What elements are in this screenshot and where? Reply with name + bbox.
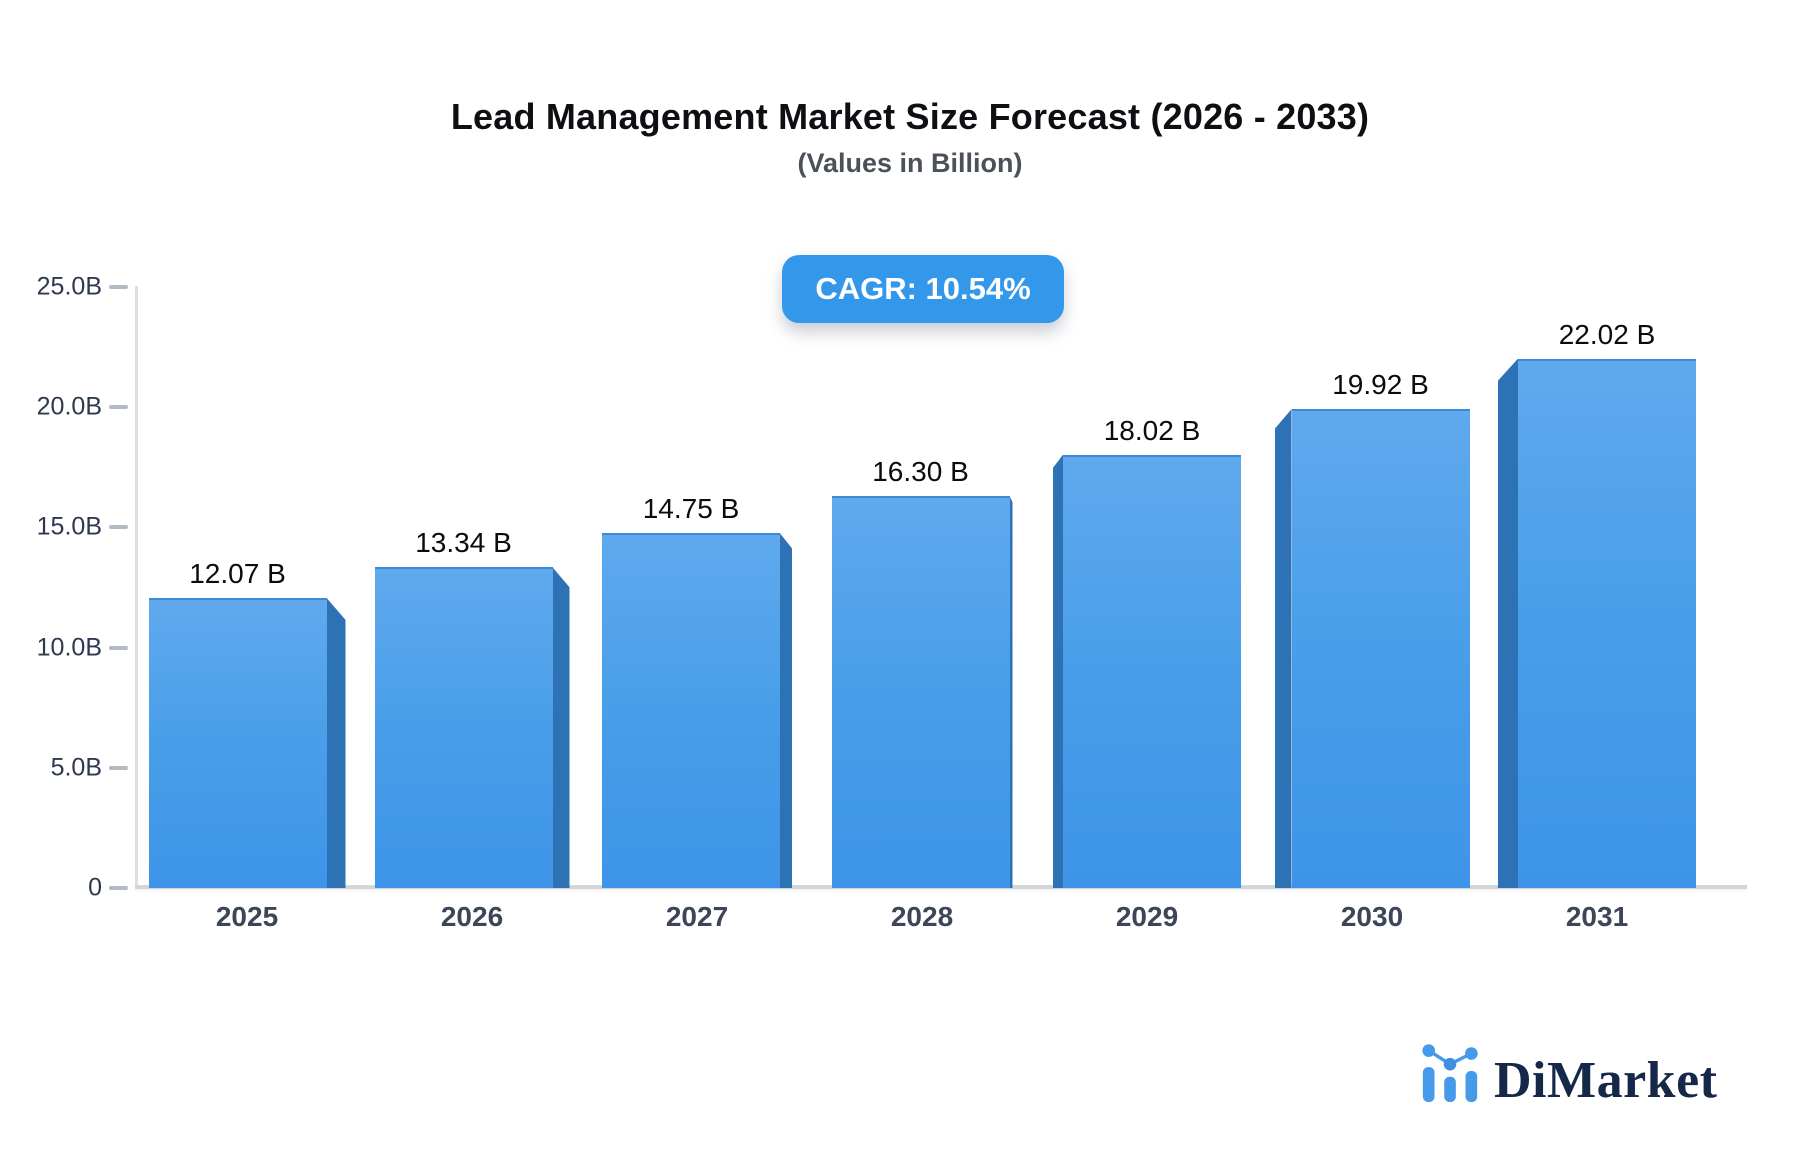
bar-value-label-2029: 18.02 B bbox=[1103, 414, 1201, 446]
bar-value-label-2031: 22.02 B bbox=[1558, 318, 1656, 350]
bar-2029 bbox=[1063, 454, 1241, 888]
y-axis-line bbox=[135, 286, 138, 888]
y-tick-label-5.0B: 5.0B bbox=[50, 753, 102, 782]
y-tick-mark bbox=[109, 525, 128, 530]
bar-side-2029 bbox=[1053, 454, 1063, 888]
bar-value-label-2028: 16.30 B bbox=[872, 456, 969, 488]
bar-2027 bbox=[602, 533, 780, 888]
y-tick-label-20.0B: 20.0B bbox=[36, 392, 102, 421]
y-tick-mark bbox=[109, 886, 128, 890]
bar-side-2028 bbox=[1009, 496, 1013, 888]
brand-logo: DiMarket bbox=[1420, 1038, 1717, 1107]
y-tick-mark bbox=[109, 285, 128, 289]
x-tick-label-2029: 2029 bbox=[1115, 901, 1179, 932]
x-tick-label-2027: 2027 bbox=[665, 901, 729, 932]
bar-2026 bbox=[374, 567, 553, 888]
bar-2030 bbox=[1291, 409, 1470, 888]
bar-chart-logo-icon bbox=[1420, 1038, 1482, 1107]
brand-name: DiMarket bbox=[1494, 1052, 1718, 1109]
y-tick-label-25.0B: 25.0B bbox=[36, 272, 102, 301]
x-tick-label-2031: 2031 bbox=[1565, 901, 1629, 932]
x-tick-label-2025: 2025 bbox=[215, 901, 279, 932]
bar-side-2030 bbox=[1274, 409, 1292, 888]
bar-side-2031 bbox=[1498, 358, 1518, 888]
bar-side-2025 bbox=[326, 597, 346, 888]
x-tick-label-2026: 2026 bbox=[440, 901, 504, 932]
x-tick-label-2028: 2028 bbox=[890, 901, 954, 932]
bar-value-label-2025: 12.07 B bbox=[189, 557, 286, 589]
y-tick-label-10.0B: 10.0B bbox=[36, 633, 102, 662]
y-tick-label-0: 0 bbox=[88, 873, 102, 902]
y-tick-mark bbox=[109, 405, 128, 410]
x-tick-label-2030: 2030 bbox=[1340, 901, 1404, 932]
y-tick-mark bbox=[109, 765, 128, 770]
bar-value-label-2026: 13.34 B bbox=[415, 527, 512, 559]
y-tick-mark bbox=[109, 645, 128, 650]
y-tick-label-15.0B: 15.0B bbox=[36, 512, 102, 541]
cagr-badge: CAGR: 10.54% bbox=[782, 255, 1064, 323]
bar-value-label-2030: 19.92 B bbox=[1332, 369, 1429, 401]
bar-side-2027 bbox=[780, 533, 792, 888]
chart-title: Lead Management Market Size Forecast (20… bbox=[450, 96, 1370, 137]
bar-2025 bbox=[148, 597, 327, 888]
bar-2028 bbox=[831, 496, 1010, 888]
bar-2031 bbox=[1518, 358, 1696, 888]
chart-subtitle: (Values in Billion) bbox=[797, 148, 1023, 178]
bar-value-label-2027: 14.75 B bbox=[642, 493, 740, 525]
bar-side-2026 bbox=[552, 567, 570, 888]
